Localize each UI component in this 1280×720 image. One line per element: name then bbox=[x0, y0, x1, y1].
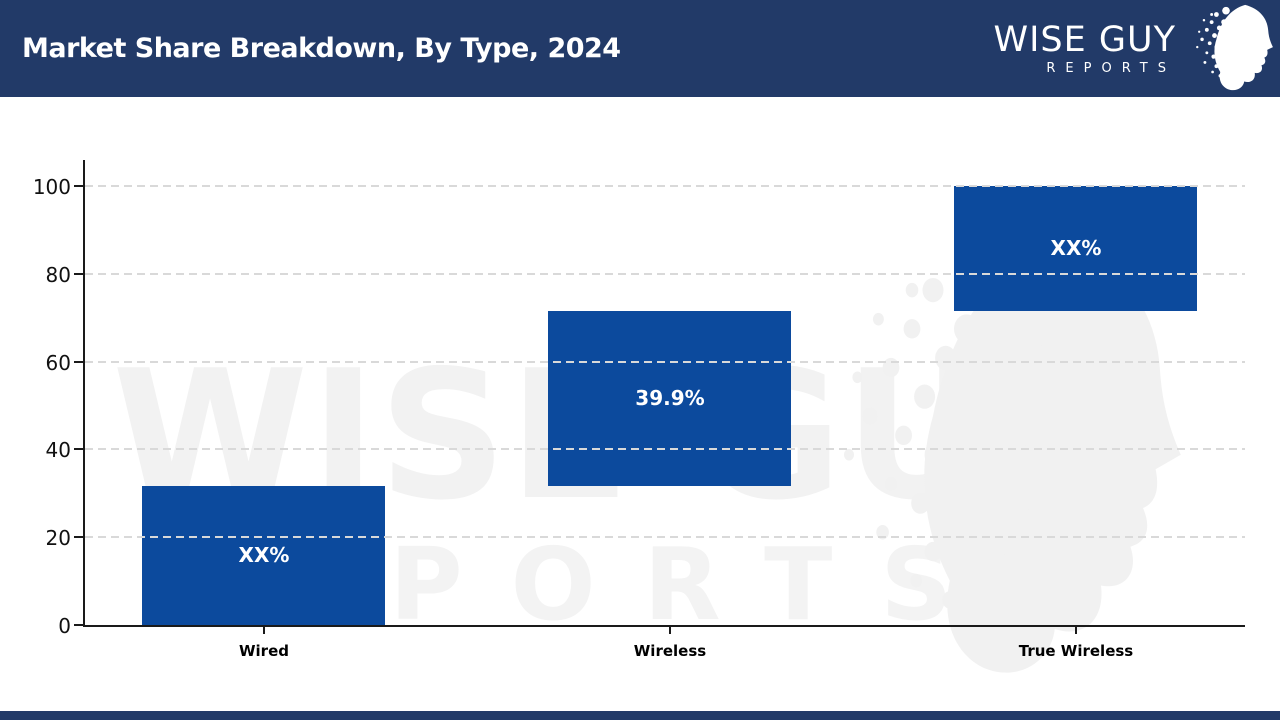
y-tick-mark bbox=[74, 536, 83, 539]
y-tick-mark bbox=[74, 448, 83, 451]
y-gridline bbox=[85, 448, 1245, 451]
bar-value-label: XX% bbox=[1050, 236, 1102, 261]
y-gridline bbox=[85, 185, 1245, 187]
brand-logo: WISE GUY REPORTS bbox=[993, 0, 1274, 97]
brand-wordmark: WISE GUY REPORTS bbox=[993, 19, 1176, 76]
x-axis-line bbox=[83, 625, 1245, 627]
brand-subtitle: REPORTS bbox=[1046, 60, 1176, 76]
y-tick-mark bbox=[74, 624, 83, 626]
footer-bar bbox=[0, 711, 1280, 720]
chart-canvas: WISE GUY REPORTS 020406080100XX%Wired39.… bbox=[0, 97, 1280, 711]
chart-title: Market Share Breakdown, By Type, 2024 bbox=[22, 33, 621, 64]
x-tick-mark bbox=[262, 625, 265, 634]
report-header: Market Share Breakdown, By Type, 2024 WI… bbox=[0, 0, 1280, 97]
x-tick-label: True Wireless bbox=[1018, 642, 1134, 660]
bar-true-wireless bbox=[954, 186, 1198, 311]
x-tick-mark bbox=[1074, 625, 1077, 634]
x-tick-label: Wired bbox=[238, 642, 289, 660]
y-tick-mark bbox=[74, 185, 83, 187]
brand-face-dots-icon bbox=[1196, 4, 1273, 91]
y-tick-label: 80 bbox=[45, 262, 71, 287]
y-tick-label: 20 bbox=[45, 526, 71, 551]
plot-area: 0 20 40 60 80 100 XX% Wired 39.9% Wireless XX% True… bbox=[33, 160, 1245, 660]
bar-wireless bbox=[548, 310, 792, 486]
brand-name: WISE GUY bbox=[993, 19, 1176, 60]
y-tick-label: 100 bbox=[32, 175, 71, 199]
x-tick-label: Wireless bbox=[633, 642, 707, 660]
bar-value-label: 39.9% bbox=[635, 386, 705, 411]
y-tick-label: 60 bbox=[45, 350, 71, 375]
x-tick-mark bbox=[668, 625, 671, 634]
y-tick-label: 0 bbox=[58, 614, 71, 638]
y-gridline bbox=[85, 272, 1245, 275]
y-tick-label: 40 bbox=[45, 438, 71, 463]
bar-wired bbox=[142, 485, 386, 625]
y-tick-mark bbox=[74, 272, 83, 275]
y-gridline bbox=[85, 360, 1245, 363]
y-gridline bbox=[85, 536, 1245, 539]
y-axis-line bbox=[83, 160, 85, 625]
y-tick-mark bbox=[74, 360, 83, 363]
bar-value-label: XX% bbox=[238, 543, 290, 568]
